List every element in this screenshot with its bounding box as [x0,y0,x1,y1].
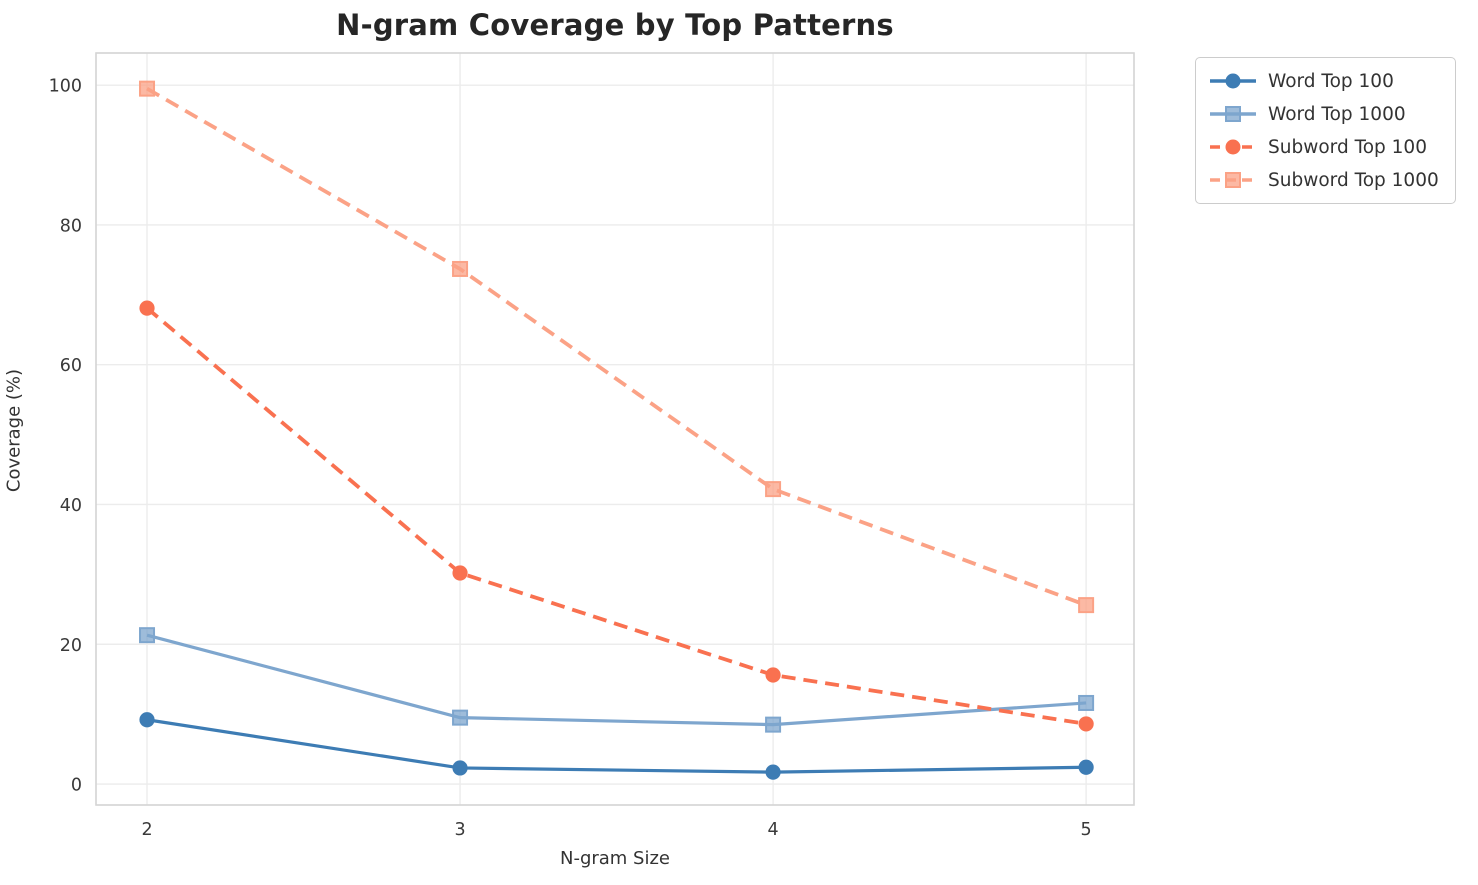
data-point-marker [1078,759,1094,775]
x-axis-label: N-gram Size [559,848,671,869]
legend-item-subword-top-1000: Subword Top 1000 [1208,167,1439,193]
data-point-marker [139,300,155,316]
series-line-subword-top-100 [145,306,1087,726]
x-tick-label: 2 [141,820,152,840]
y-tick-label: 100 [49,77,82,97]
y-axis-label: Coverage (%) [3,368,25,493]
data-point-marker [1078,694,1095,711]
data-point-marker [765,481,782,498]
legend-marker-circle-icon [1210,139,1256,155]
plot-border [95,52,1135,806]
data-point-marker [139,712,155,728]
data-point-marker [139,627,156,644]
legend-marker-square-icon [1210,172,1256,188]
x-tick-label: 4 [768,820,779,840]
data-point-marker [765,667,781,683]
x-tick-label: 3 [454,820,465,840]
legend: Word Top 100 Word Top 1000 Subword Top 100… [1195,57,1456,204]
y-tick-label: 60 [60,356,82,376]
y-tick-label: 20 [60,636,82,656]
y-tick-label: 0 [71,776,82,796]
legend-label: Word Top 100 [1268,70,1394,92]
series-line-word-top-100 [146,718,1087,774]
legend-marker-circle-icon [1210,73,1256,89]
chart-title: N-gram Coverage by Top Patterns [336,8,894,42]
x-tick-label: 5 [1081,820,1092,840]
series-line-word-top-1000 [146,633,1087,727]
data-point-marker [139,80,156,97]
data-point-marker [1078,597,1095,614]
y-tick-label: 40 [60,496,82,516]
legend-label: Subword Top 1000 [1268,169,1439,191]
data-point-marker [765,764,781,780]
legend-label: Subword Top 100 [1268,136,1427,158]
data-point-marker [1078,716,1094,732]
legend-item-word-top-1000: Word Top 1000 [1208,101,1439,127]
data-point-marker [452,760,468,776]
legend-marker-square-icon [1210,106,1256,122]
data-point-marker [452,260,469,277]
data-point-marker [452,565,468,581]
data-point-marker [765,716,782,733]
series-line-subword-top-1000 [146,86,1087,607]
legend-label: Word Top 1000 [1268,103,1406,125]
data-point-marker [452,709,469,726]
legend-item-word-top-100: Word Top 100 [1208,68,1439,94]
y-tick-label: 80 [60,216,82,236]
legend-item-subword-top-100: Subword Top 100 [1208,134,1439,160]
